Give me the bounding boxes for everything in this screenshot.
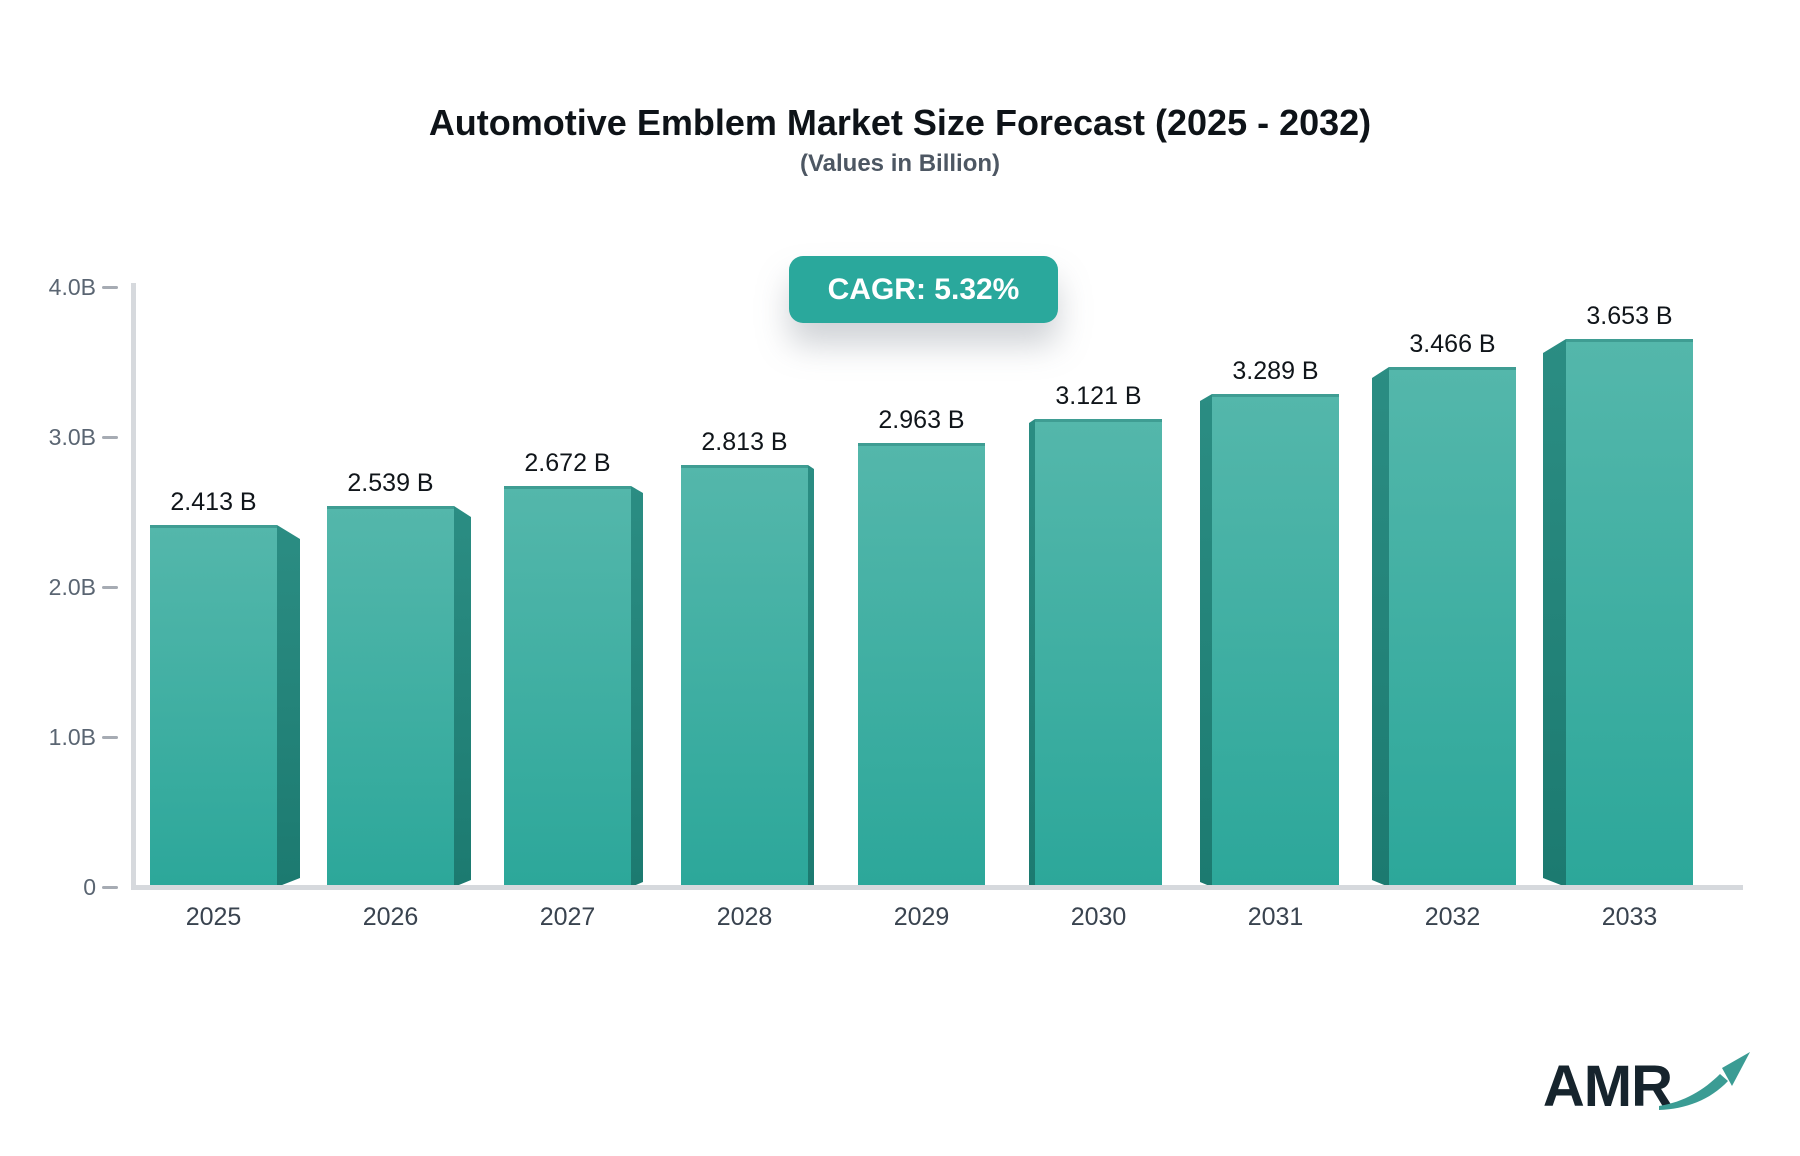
bar-2025	[150, 525, 277, 887]
bar-side-2026	[454, 506, 471, 887]
y-tick-mark	[102, 435, 118, 439]
x-tick-label: 2026	[362, 903, 419, 931]
bar-value-label: 2.413 B	[170, 488, 257, 516]
bar-value-label: 2.539 B	[347, 469, 434, 497]
y-tick-label: 3.0B	[48, 424, 96, 450]
x-tick-label: 2030	[1070, 903, 1127, 931]
bar-side-2032	[1372, 367, 1389, 887]
bar-value-label: 2.813 B	[701, 428, 788, 456]
bar-side-2033	[1543, 339, 1566, 887]
bar-2029	[858, 443, 985, 887]
bar-side-2031	[1200, 394, 1212, 887]
bar-value-label: 3.466 B	[1409, 330, 1496, 358]
bar-2033	[1566, 339, 1693, 887]
bar-value-label: 2.963 B	[878, 406, 965, 434]
amr-logo: AMR	[1520, 1030, 1750, 1116]
x-tick-label: 2028	[716, 903, 773, 931]
y-axis-line	[131, 283, 136, 890]
y-tick-mark	[102, 735, 118, 739]
y-tick-label: 4.0B	[48, 274, 96, 300]
bar-value-label: 3.653 B	[1586, 302, 1673, 330]
bar-value-label: 2.672 B	[524, 449, 611, 477]
bar-2031	[1212, 394, 1339, 887]
bar-2032	[1389, 367, 1516, 887]
bar-2026	[327, 506, 454, 887]
y-tick-mark	[102, 885, 118, 889]
y-tick-label: 2.0B	[48, 574, 96, 600]
x-tick-label: 2025	[185, 903, 242, 931]
bar-2030	[1035, 419, 1162, 887]
x-tick-label: 2027	[539, 903, 596, 931]
bar-side-2027	[631, 486, 643, 887]
trend-up-arrow-icon	[1659, 1052, 1750, 1110]
y-tick-label: 1.0B	[48, 724, 96, 750]
bar-2028	[681, 465, 808, 887]
x-tick-label: 2032	[1424, 903, 1481, 931]
x-axis-line	[131, 885, 1743, 890]
x-tick-label: 2033	[1601, 903, 1658, 931]
x-tick-label: 2029	[893, 903, 950, 931]
bar-side-2025	[277, 525, 300, 887]
bar-value-label: 3.121 B	[1055, 382, 1142, 410]
bar-2027	[504, 486, 631, 887]
page-subtitle: (Values in Billion)	[799, 150, 1001, 177]
bar-value-label: 3.289 B	[1232, 357, 1319, 385]
y-tick-label: 0	[83, 874, 96, 900]
page-title: Automotive Emblem Market Size Forecast (…	[428, 102, 1372, 143]
cagr-badge: CAGR: 5.32%	[789, 256, 1058, 323]
x-tick-label: 2031	[1247, 903, 1304, 931]
y-tick-mark	[102, 285, 118, 289]
y-tick-mark	[102, 585, 118, 589]
bar-side-2030	[1029, 419, 1035, 887]
bar-side-2028	[808, 465, 814, 887]
amr-logo-text: AMR	[1542, 1054, 1673, 1119]
